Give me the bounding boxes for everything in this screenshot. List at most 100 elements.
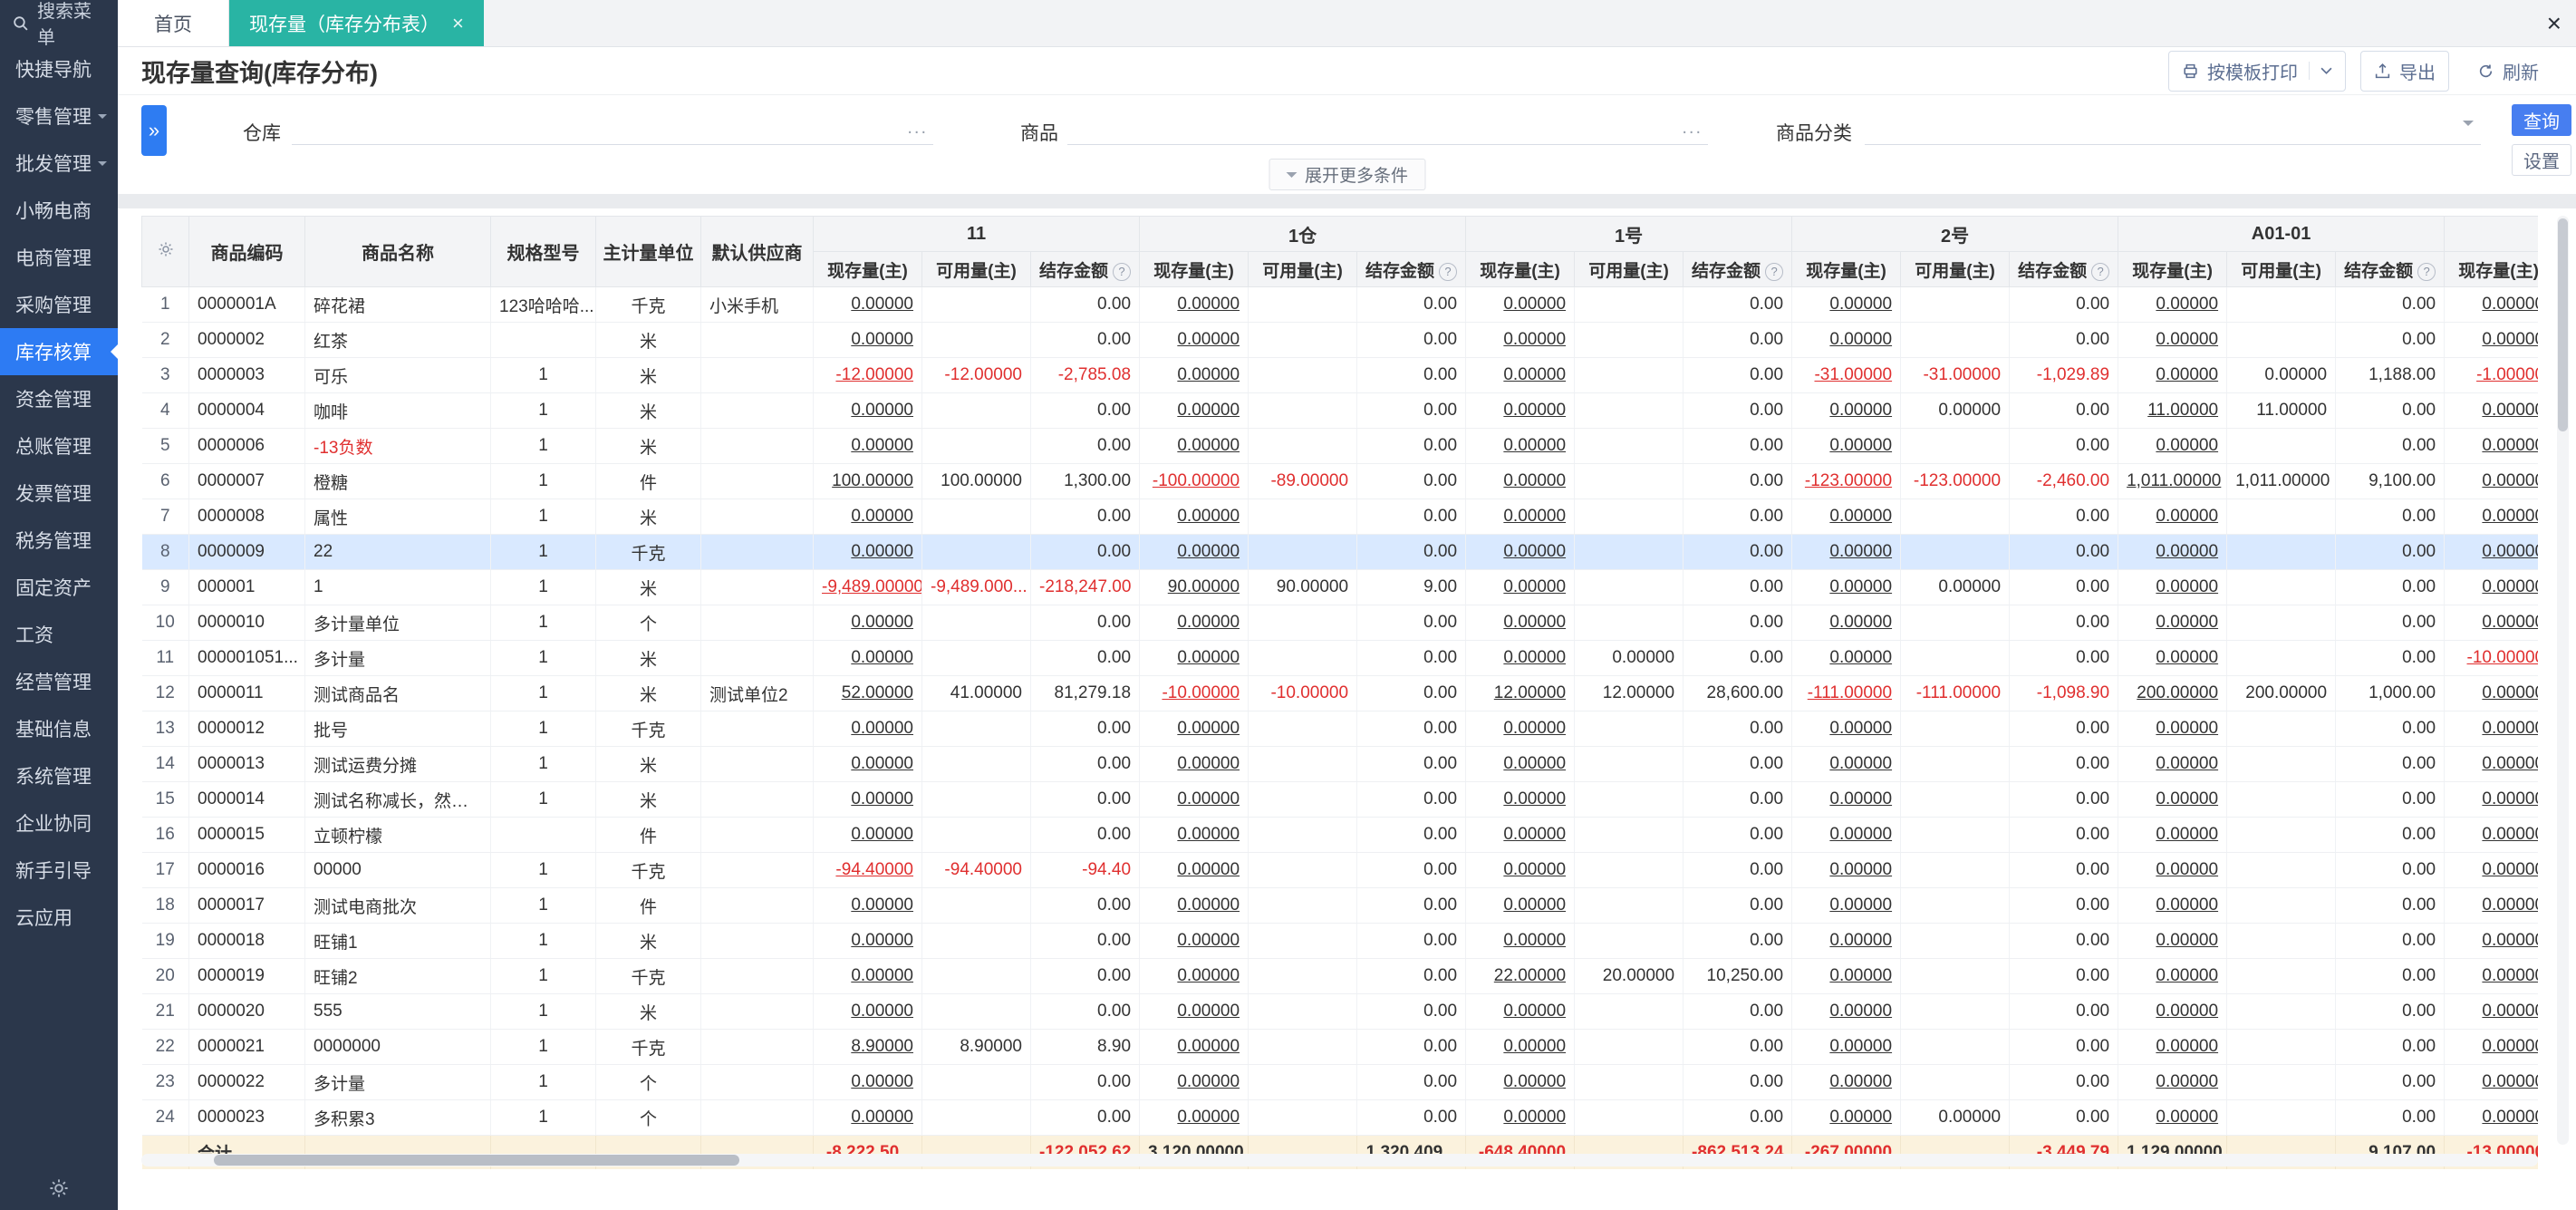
info-icon[interactable]: ? — [1113, 262, 1132, 281]
stock-qty-link[interactable]: 0.00000 — [2482, 1002, 2538, 1021]
table-row[interactable]: 11 000001051... 多计量 1 米 0.00000 0.00 0.00000 0.0… — [141, 640, 2539, 676]
stock-qty-link[interactable]: 0.00000 — [851, 931, 913, 950]
stock-qty-link[interactable]: 0.00000 — [2482, 1037, 2538, 1056]
stock-qty-link[interactable]: 0.00000 — [851, 1002, 913, 1021]
stock-qty-link[interactable]: 0.00000 — [1503, 719, 1567, 738]
stock-qty-link[interactable]: 0.00000 — [2482, 507, 2538, 526]
sidebar-item-5[interactable]: 采购管理 — [0, 281, 118, 328]
stock-qty-link[interactable]: 0.00000 — [2156, 1072, 2219, 1091]
stock-qty-link[interactable]: 0.00000 — [1177, 507, 1240, 526]
stock-qty-link[interactable]: 0.00000 — [1177, 436, 1240, 455]
stock-qty-link[interactable]: 0.00000 — [851, 542, 913, 561]
tab-home[interactable]: 首页 — [118, 0, 229, 46]
table-row[interactable]: 19 0000018 旺铺1 1 米 0.00000 0.00 0.00000 0.00 0.00… — [141, 923, 2538, 959]
stock-qty-link[interactable]: 0.00000 — [1177, 1002, 1240, 1021]
stock-qty-link[interactable]: 0.00000 — [1829, 542, 1893, 561]
table-row[interactable]: 16 0000015 立顿柠檬 件 0.00000 0.00 0.00000 0.00 0.00… — [141, 817, 2538, 853]
table-row[interactable]: 5 0000006 -13负数 1 米 0.00000 0.00 0.00000 0.00 0.0… — [141, 428, 2538, 464]
stock-qty-link[interactable]: 0.00000 — [1177, 613, 1240, 632]
refresh-button[interactable]: 刷新 — [2464, 50, 2552, 92]
stock-qty-link[interactable]: 0.00000 — [851, 507, 913, 526]
settings-button[interactable]: 设置 — [2512, 144, 2571, 176]
stock-qty-link[interactable]: 0.00000 — [1829, 613, 1893, 632]
stock-qty-link[interactable]: 0.00000 — [1829, 931, 1893, 950]
sidebar-item-12[interactable]: 工资 — [0, 611, 118, 658]
stock-qty-link[interactable]: 0.00000 — [1829, 719, 1893, 738]
stock-qty-link[interactable]: 0.00000 — [1503, 542, 1567, 561]
stock-qty-link[interactable]: 100.00000 — [832, 471, 913, 490]
stock-qty-link[interactable]: 0.00000 — [2156, 825, 2219, 844]
horizontal-scrollbar[interactable] — [141, 1154, 2538, 1166]
sidebar-search[interactable]: 搜索菜单 — [0, 0, 118, 48]
stock-qty-link[interactable]: 0.00000 — [851, 436, 913, 455]
stock-qty-link[interactable]: 0.00000 — [2482, 542, 2538, 561]
stock-qty-link[interactable]: 0.00000 — [2482, 860, 2538, 879]
stock-qty-link[interactable]: 0.00000 — [1503, 754, 1567, 773]
info-icon[interactable]: ? — [2417, 262, 2436, 281]
stock-qty-link[interactable]: 22.00000 — [1493, 966, 1567, 985]
sidebar-item-13[interactable]: 经营管理 — [0, 658, 118, 705]
sidebar-item-18[interactable]: 云应用 — [0, 894, 118, 941]
stock-qty-link[interactable]: 0.00000 — [1829, 436, 1893, 455]
stock-qty-link[interactable]: 0.00000 — [1503, 471, 1567, 490]
stock-qty-link[interactable]: 0.00000 — [851, 754, 913, 773]
stock-qty-link[interactable]: 0.00000 — [851, 401, 913, 420]
stock-qty-link[interactable]: -100.00000 — [1152, 471, 1240, 490]
stock-qty-link[interactable]: 0.00000 — [851, 719, 913, 738]
stock-qty-link[interactable]: 0.00000 — [1829, 577, 1893, 596]
stock-qty-link[interactable]: 0.00000 — [851, 330, 913, 349]
stock-qty-link[interactable]: 0.00000 — [1503, 401, 1567, 420]
stock-qty-link[interactable]: 0.00000 — [2156, 754, 2219, 773]
stock-qty-link[interactable]: 0.00000 — [1503, 825, 1567, 844]
stock-qty-link[interactable]: 0.00000 — [1829, 648, 1893, 667]
collapse-sidebar-filter-button[interactable]: » — [141, 105, 167, 156]
stock-qty-link[interactable]: 0.00000 — [1829, 401, 1893, 420]
table-row[interactable]: 12 0000011 测试商品名 1 米测试单位2 52.00000 41.00000 81,… — [141, 675, 2538, 711]
stock-qty-link[interactable]: -10.00000 — [2466, 648, 2539, 667]
stock-qty-link[interactable]: 0.00000 — [1177, 860, 1240, 879]
stock-qty-link[interactable]: 0.00000 — [2482, 895, 2538, 915]
stock-qty-link[interactable]: -31.00000 — [1814, 365, 1893, 384]
stock-qty-link[interactable]: 0.00000 — [2156, 860, 2219, 879]
sidebar-item-17[interactable]: 新手引导 — [0, 847, 118, 894]
sidebar-item-9[interactable]: 发票管理 — [0, 469, 118, 517]
stock-qty-link[interactable]: 0.00000 — [1503, 295, 1567, 314]
table-row[interactable]: 22 0000021 0000000 1 千克 8.90000 8.90000 8.90 0.0… — [141, 1029, 2538, 1065]
stock-qty-link[interactable]: 0.00000 — [1829, 1072, 1893, 1091]
print-by-template-button[interactable]: 按模板打印 — [2168, 50, 2346, 92]
stock-qty-link[interactable]: 0.00000 — [1503, 1037, 1567, 1056]
tab-close-icon[interactable]: × — [452, 11, 464, 34]
sidebar-item-11[interactable]: 固定资产 — [0, 564, 118, 611]
table-row[interactable]: 14 0000013 测试运费分摊 1 米 0.00000 0.00 0.00000 0.00 0… — [141, 746, 2538, 782]
stock-qty-link[interactable]: 0.00000 — [1503, 330, 1567, 349]
stock-qty-link[interactable]: 11.00000 — [2147, 401, 2219, 420]
stock-qty-link[interactable]: 0.00000 — [2156, 1108, 2219, 1127]
table-row[interactable]: 15 0000014 测试名称减长，然后缩... 1 米 0.00000 0.00 0.000… — [141, 781, 2538, 818]
stock-qty-link[interactable]: 0.00000 — [1503, 648, 1567, 667]
stock-qty-link[interactable]: 0.00000 — [1829, 1002, 1893, 1021]
stock-qty-link[interactable]: 0.00000 — [2156, 719, 2219, 738]
stock-qty-link[interactable]: 0.00000 — [2156, 436, 2219, 455]
table-row[interactable]: 23 0000022 多计量 1 个 0.00000 0.00 0.00000 0.00 0.00… — [141, 1064, 2538, 1100]
table-row[interactable]: 17 0000016 00000 1 千克 -94.40000 -94.40000 -94.4… — [141, 852, 2538, 888]
stock-qty-link[interactable]: 0.00000 — [1177, 295, 1240, 314]
stock-qty-link[interactable]: -12.00000 — [835, 365, 913, 384]
sidebar-item-15[interactable]: 系统管理 — [0, 752, 118, 799]
export-button[interactable]: 导出 — [2360, 50, 2449, 92]
goods-input[interactable]: ... — [1067, 104, 1708, 145]
stock-qty-link[interactable]: 0.00000 — [1829, 860, 1893, 879]
stock-qty-link[interactable]: 0.00000 — [1503, 507, 1567, 526]
stock-qty-link[interactable]: 8.90000 — [851, 1037, 913, 1056]
stock-qty-link[interactable]: 0.00000 — [1177, 754, 1240, 773]
info-icon[interactable]: ? — [1765, 262, 1784, 281]
sidebar-item-7[interactable]: 资金管理 — [0, 375, 118, 422]
stock-qty-link[interactable]: 0.00000 — [2482, 1108, 2538, 1127]
horizontal-scrollbar-thumb[interactable] — [214, 1155, 739, 1166]
sidebar-item-8[interactable]: 总账管理 — [0, 422, 118, 469]
stock-qty-link[interactable]: 0.00000 — [1503, 789, 1567, 808]
stock-qty-link[interactable]: 0.00000 — [1829, 507, 1893, 526]
stock-qty-link[interactable]: 0.00000 — [2156, 542, 2219, 561]
stock-qty-link[interactable]: 0.00000 — [1829, 330, 1893, 349]
stock-qty-link[interactable]: 0.00000 — [2156, 789, 2219, 808]
stock-qty-link[interactable]: 0.00000 — [851, 648, 913, 667]
